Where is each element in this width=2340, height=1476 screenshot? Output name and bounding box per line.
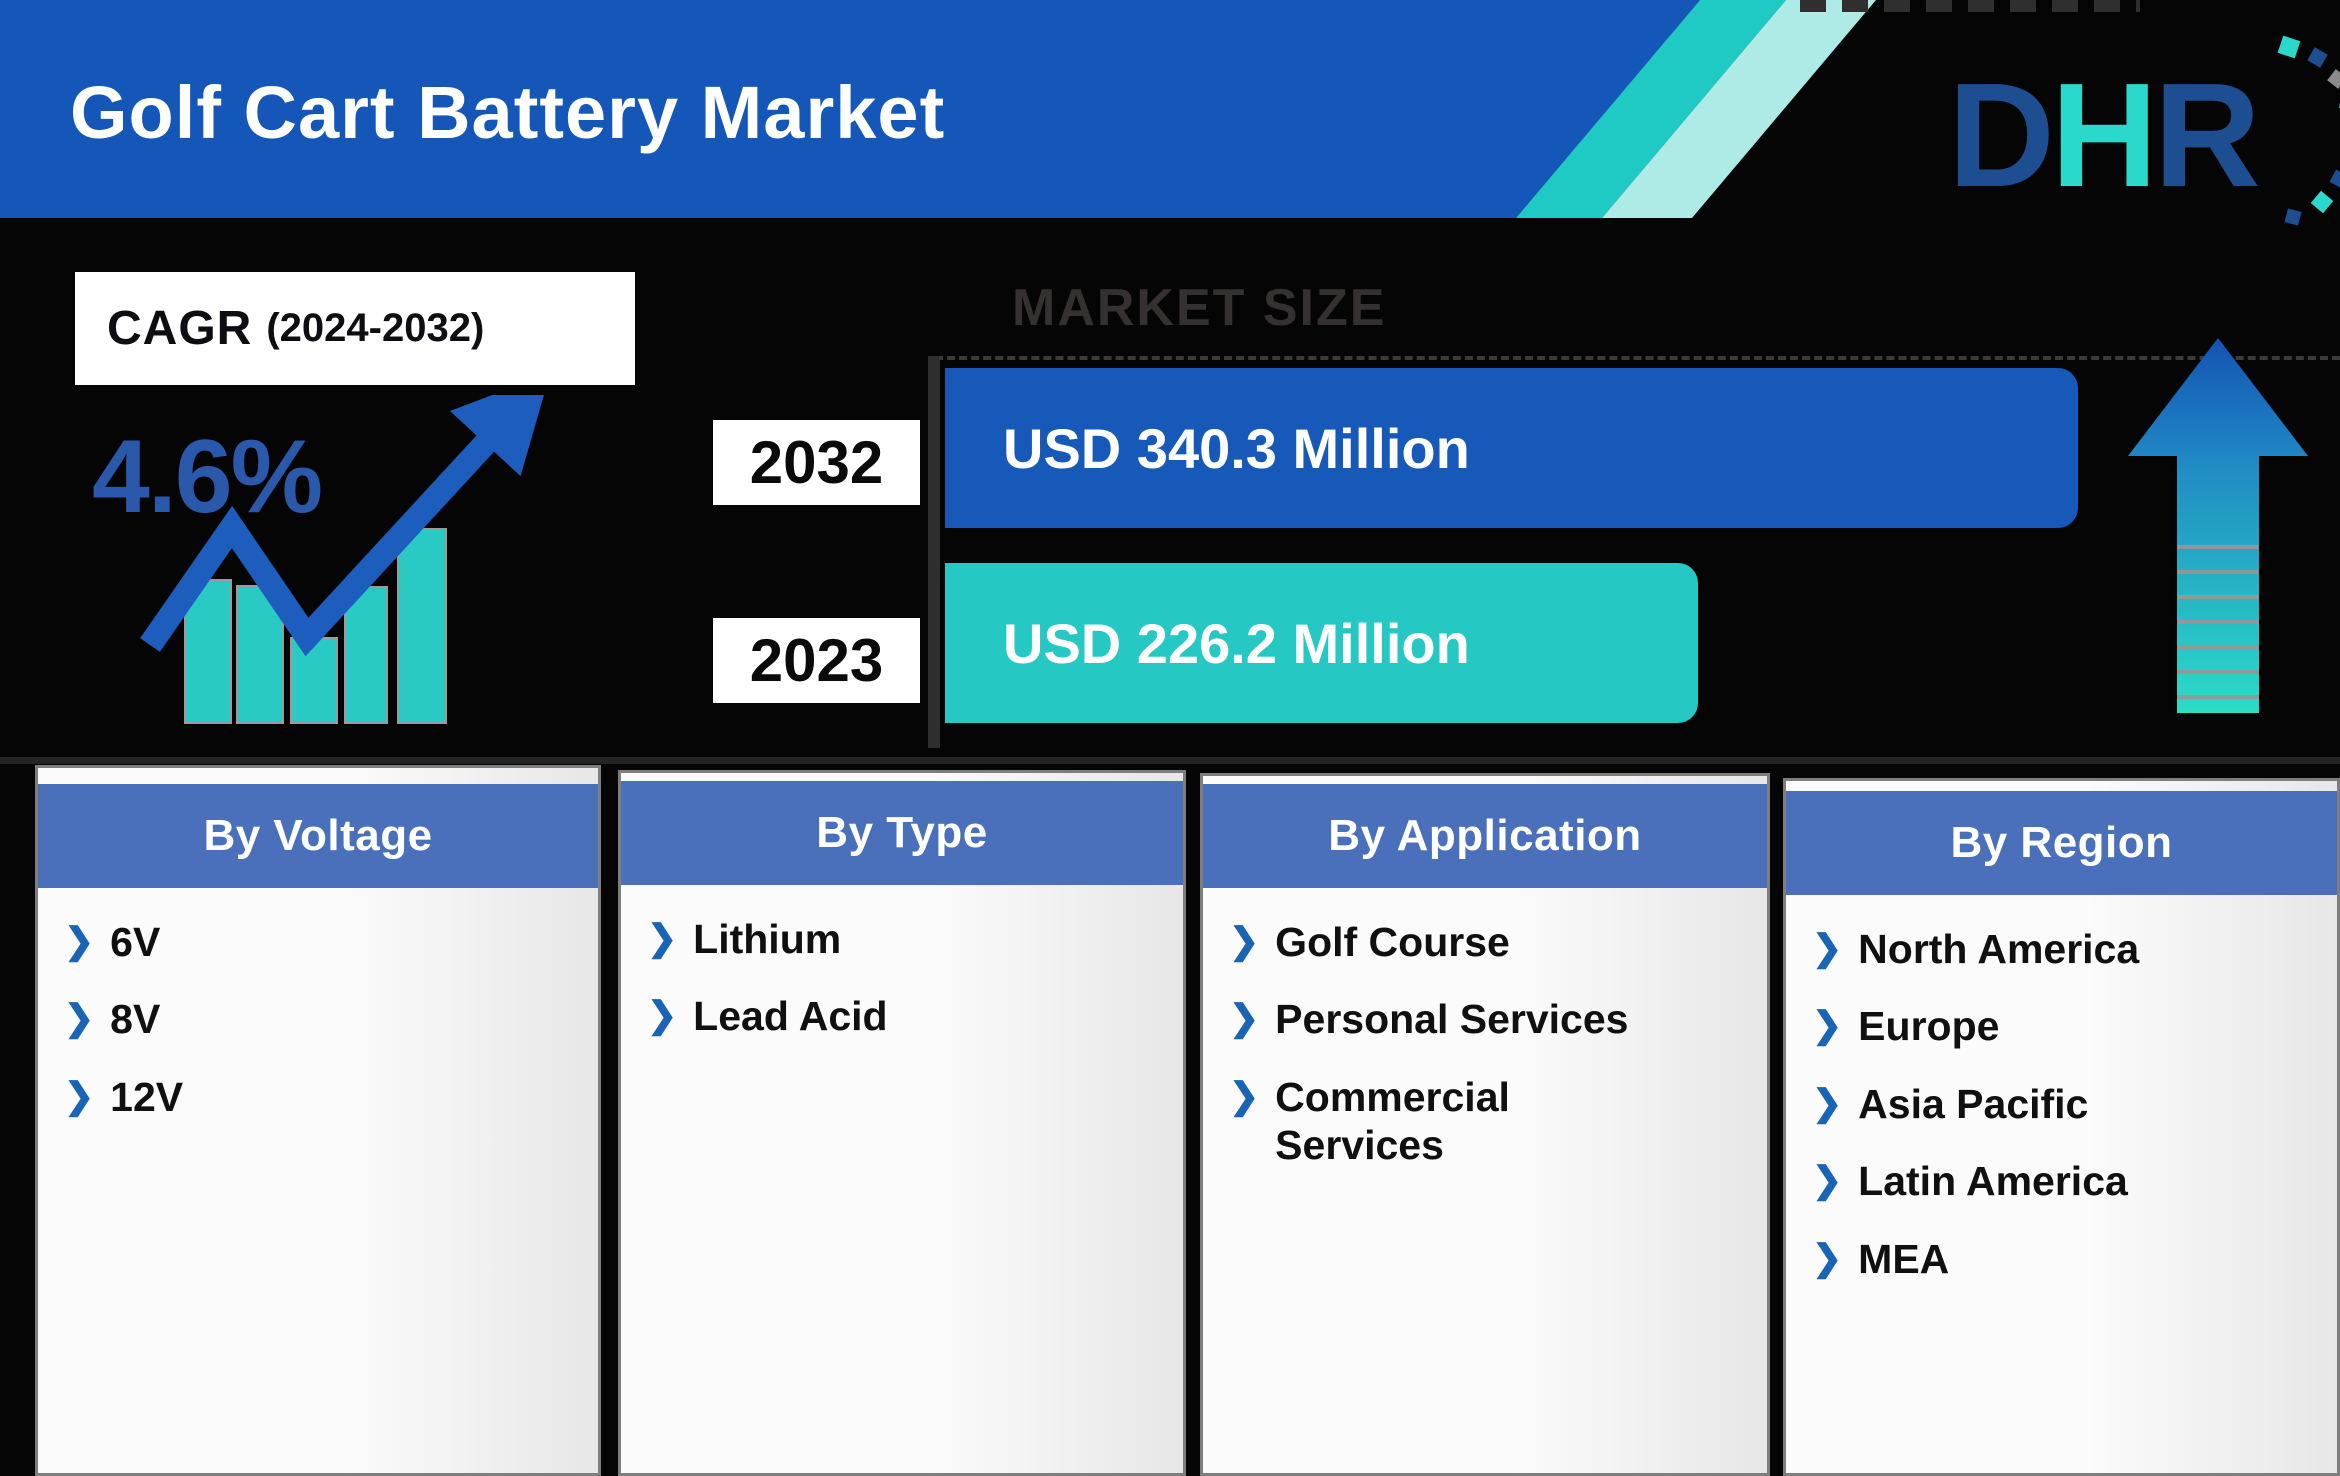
cagr-value: 4.6% <box>92 419 323 535</box>
logo-letter-h: H <box>2050 53 2158 218</box>
chevron-right-icon: ❯ <box>64 1074 95 1116</box>
cagr-growth-chart-icon <box>140 395 551 724</box>
list-item: ❯ Personal Services <box>1229 996 1629 1043</box>
segment-column-application: By Application ❯ Golf Course ❯ Personal … <box>1200 773 1770 1476</box>
list-item: ❯ Europe <box>1812 1003 2000 1050</box>
list-item: ❯ Asia Pacific <box>1812 1080 2089 1127</box>
chevron-right-icon: ❯ <box>1229 1074 1260 1116</box>
column-header-application: By Application <box>1203 784 1767 888</box>
list-item: ❯ Lead Acid <box>647 993 888 1040</box>
bar-2023: USD 226.2 Million <box>945 563 1698 723</box>
bar-2032-value: USD 340.3 Million <box>1003 416 1470 480</box>
chevron-right-icon: ❯ <box>1812 1236 1843 1278</box>
chevron-right-icon: ❯ <box>1229 920 1260 961</box>
chevron-right-icon: ❯ <box>1812 1159 1843 1201</box>
page-title: Golf Cart Battery Market <box>70 70 946 154</box>
bar-2023-value: USD 226.2 Million <box>1003 611 1470 675</box>
cagr-label-box: CAGR (2024-2032) <box>75 272 635 385</box>
chevron-right-icon: ❯ <box>1812 927 1843 968</box>
chart-axis-line <box>928 356 940 748</box>
list-item: ❯ 12V <box>64 1073 184 1120</box>
list-item: ❯ Golf Course <box>1229 919 1510 965</box>
list-item: ❯ North America <box>1812 926 2140 972</box>
cagr-label: CAGR <box>107 302 253 355</box>
growth-arrow-icon <box>2128 338 2308 713</box>
logo-letter-d: D <box>1948 53 2055 218</box>
list-item: ❯ Latin America <box>1812 1158 2128 1205</box>
column-header-type: By Type <box>621 781 1183 885</box>
chart-top-border <box>935 356 2340 360</box>
chevron-right-icon: ❯ <box>1812 1081 1843 1123</box>
chevron-right-icon: ❯ <box>1229 997 1260 1039</box>
chevron-right-icon: ❯ <box>647 917 678 958</box>
list-item: ❯ MEA <box>1812 1235 1950 1282</box>
header-top-dashes-decoration <box>1800 0 2140 12</box>
list-item: ❯ 8V <box>64 996 161 1043</box>
bar-2032: USD 340.3 Million <box>945 368 2078 528</box>
list-item: ❯ 6V <box>64 919 161 965</box>
logo-letter-r: R <box>2153 53 2261 218</box>
column-header-region: By Region <box>1786 791 2337 895</box>
year-label-2032: 2032 <box>713 420 920 505</box>
header-banner: Golf Cart Battery Market D H R <box>0 0 2340 226</box>
dhr-logo: D H R <box>1948 62 2261 210</box>
list-item: ❯ Lithium <box>647 916 842 962</box>
cagr-period: (2024-2032) <box>266 306 485 350</box>
segment-column-region: By Region ❯ North America ❯ Europe ❯ Asi… <box>1783 778 2340 1476</box>
growth-arrow-head <box>2128 338 2308 456</box>
column-header-voltage: By Voltage <box>38 784 598 888</box>
header-blue-background <box>0 0 1700 218</box>
segment-column-voltage: By Voltage ❯ 6V ❯ 8V ❯ 12V <box>35 765 601 1476</box>
growth-arrow-shaft <box>2177 455 2259 713</box>
chevron-right-icon: ❯ <box>1812 1004 1843 1046</box>
segment-column-type: By Type ❯ Lithium ❯ Lead Acid <box>618 770 1186 1476</box>
list-item: ❯ Commercial Services <box>1229 1073 1510 1169</box>
market-size-title: MARKET SIZE <box>1012 279 1387 337</box>
section-divider <box>0 757 2340 764</box>
year-label-2023: 2023 <box>713 618 920 703</box>
chevron-right-icon: ❯ <box>64 997 95 1039</box>
chevron-right-icon: ❯ <box>647 994 678 1036</box>
chevron-right-icon: ❯ <box>64 920 95 961</box>
